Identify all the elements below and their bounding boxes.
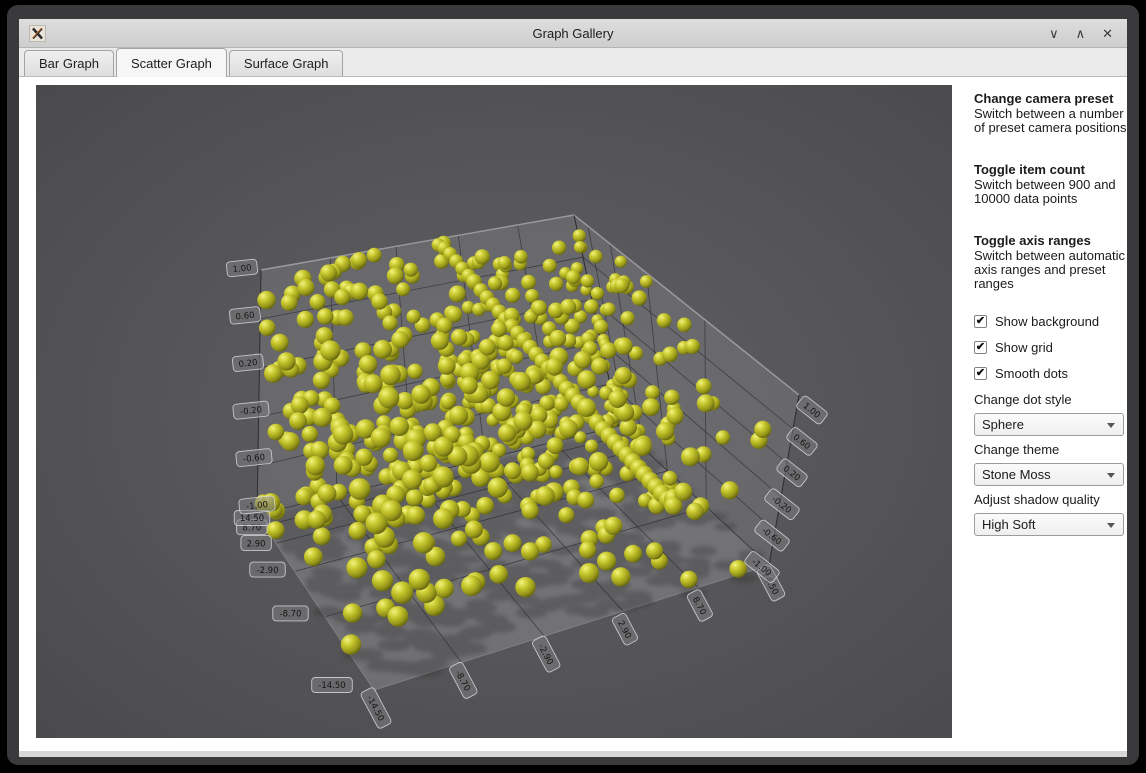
tab-bar-graph[interactable]: Bar Graph (24, 50, 114, 76)
checkbox-smooth-dots[interactable]: ✔ Smooth dots (974, 365, 1132, 381)
theme-value: Stone Moss (982, 467, 1051, 482)
theme-dropdown[interactable]: Stone Moss (974, 463, 1124, 486)
theme-group: Change theme Stone Moss (974, 442, 1132, 486)
svg-text:2.90: 2.90 (247, 539, 266, 549)
shadow-quality-label: Adjust shadow quality (974, 492, 1100, 507)
app-icon-x11 (29, 24, 46, 42)
minimize-button[interactable]: ∨ (1049, 25, 1059, 41)
app-window: Graph Gallery ∨ ∧ ✕ Bar Graph Scatter Gr… (7, 5, 1139, 765)
side-panel: Change camera preset Switch between a nu… (960, 91, 1132, 536)
section-title-axis-ranges: Toggle axis ranges (974, 233, 1091, 248)
window-title: Graph Gallery (532, 25, 614, 41)
svg-text:-0.60: -0.60 (243, 453, 266, 465)
window-controls: ∨ ∧ ✕ (1049, 19, 1113, 47)
checkbox-label: Smooth dots (995, 365, 1068, 381)
svg-text:8.70: 8.70 (242, 523, 261, 533)
window-content: Graph Gallery ∨ ∧ ✕ Bar Graph Scatter Gr… (19, 19, 1127, 757)
checkbox-list: ✔ Show background ✔ Show grid ✔ Smooth d… (974, 313, 1132, 381)
shadow-quality-dropdown[interactable]: High Soft (974, 513, 1124, 536)
section-title-item-count: Toggle item count (974, 162, 1085, 177)
svg-text:-0.20: -0.20 (240, 405, 263, 417)
svg-text:-8.70: -8.70 (280, 610, 302, 620)
tab-surface-graph[interactable]: Surface Graph (228, 50, 344, 76)
svg-text:1.00: 1.00 (232, 263, 252, 275)
dot-style-group: Change dot style Sphere (974, 392, 1132, 436)
tab-bar: Bar Graph Scatter Graph Surface Graph (19, 48, 1127, 77)
tab-scatter-graph[interactable]: Scatter Graph (115, 48, 227, 77)
theme-label: Change theme (974, 442, 1060, 457)
dropdown-arrow-icon (1107, 473, 1115, 478)
section-desc-item-count: Switch between 900 and 10000 data points (974, 177, 1116, 206)
svg-text:0.60: 0.60 (235, 311, 255, 323)
svg-text:0.20: 0.20 (238, 358, 258, 370)
dot-style-value: Sphere (982, 417, 1024, 432)
svg-text:-2.90: -2.90 (257, 566, 279, 576)
dot-style-dropdown[interactable]: Sphere (974, 413, 1124, 436)
section-desc-axis-ranges: Switch between automatic axis ranges and… (974, 248, 1126, 291)
svg-text:-1.00: -1.00 (246, 500, 269, 512)
titlebar[interactable]: Graph Gallery ∨ ∧ ✕ (19, 19, 1127, 48)
main-area: -14.50 -8.70 -2.90 2.90 8.70 14.50 -14.50 -8.70… (19, 77, 1127, 751)
dropdown-arrow-icon (1107, 523, 1115, 528)
section-desc-camera: Switch between a number of preset camera… (974, 106, 1127, 135)
dropdown-arrow-icon (1107, 423, 1115, 428)
scatter-3d-view[interactable]: -14.50 -8.70 -2.90 2.90 8.70 14.50 -14.50 -8.70… (36, 85, 952, 738)
x11-logo-icon (32, 27, 43, 39)
svg-text:-14.50: -14.50 (318, 681, 345, 691)
checkbox-show-background[interactable]: ✔ Show background (974, 313, 1132, 329)
close-button[interactable]: ✕ (1102, 25, 1113, 41)
checkbox-checked-icon[interactable]: ✔ (974, 366, 987, 380)
dot-style-label: Change dot style (974, 392, 1072, 407)
checkbox-checked-icon[interactable]: ✔ (974, 340, 987, 354)
checkbox-show-grid[interactable]: ✔ Show grid (974, 339, 1132, 355)
checkbox-checked-icon[interactable]: ✔ (974, 314, 987, 328)
svg-text:14.50: 14.50 (240, 514, 264, 524)
maximize-button[interactable]: ∧ (1075, 25, 1086, 41)
window-bottom-strip (19, 751, 1127, 757)
shadow-quality-value: High Soft (982, 517, 1036, 532)
shadow-quality-group: Adjust shadow quality High Soft (974, 492, 1132, 536)
checkbox-label: Show grid (995, 339, 1053, 355)
section-title-camera: Change camera preset (974, 91, 1114, 106)
checkbox-label: Show background (995, 313, 1100, 329)
